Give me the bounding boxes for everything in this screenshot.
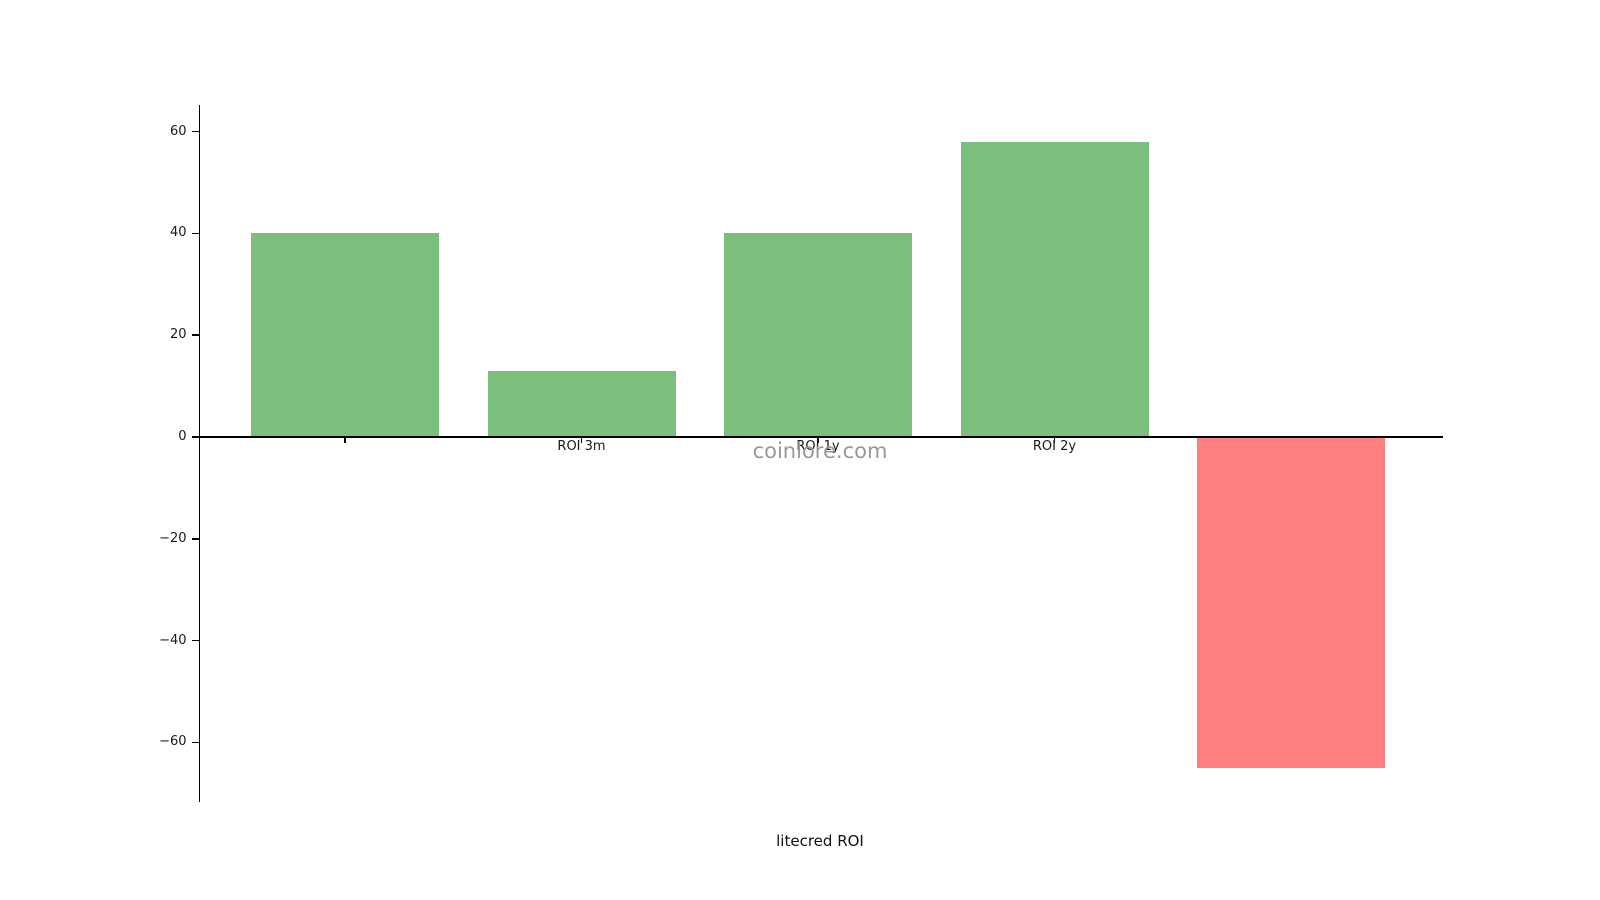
bar bbox=[1197, 437, 1385, 768]
x-tick-mark bbox=[344, 437, 346, 443]
x-axis-line bbox=[200, 436, 1443, 438]
watermark: coinlore.com bbox=[752, 439, 888, 463]
y-tick-mark bbox=[191, 232, 199, 235]
y-tick-mark bbox=[191, 639, 199, 642]
bar bbox=[724, 233, 912, 437]
x-tick-mark bbox=[580, 437, 583, 443]
bar bbox=[487, 370, 676, 437]
y-tick-label: −40 bbox=[159, 632, 187, 648]
bar bbox=[251, 233, 439, 437]
x-tick-label: ROI 2y bbox=[1032, 439, 1077, 454]
y-tick-label: 40 bbox=[169, 225, 187, 241]
y-tick-label: −20 bbox=[159, 530, 187, 546]
y-tick-label: 20 bbox=[169, 327, 187, 343]
y-axis-line bbox=[198, 105, 200, 802]
y-tick-label: 60 bbox=[169, 123, 187, 139]
y-tick-mark bbox=[191, 538, 199, 540]
y-tick-label: 0 bbox=[178, 429, 187, 444]
chart-xlabel: litecred ROI bbox=[776, 832, 864, 850]
y-tick-mark bbox=[191, 436, 199, 438]
y-tick-mark bbox=[191, 130, 199, 133]
y-tick-label: −60 bbox=[159, 734, 187, 750]
y-tick-mark bbox=[191, 334, 199, 336]
bar bbox=[960, 141, 1149, 437]
y-tick-mark bbox=[191, 741, 199, 744]
x-tick-mark bbox=[1053, 437, 1056, 443]
x-tick-mark bbox=[817, 437, 819, 443]
x-tick-label: ROI 3m bbox=[557, 439, 606, 454]
x-tick-label: ROI 1y bbox=[796, 439, 840, 454]
